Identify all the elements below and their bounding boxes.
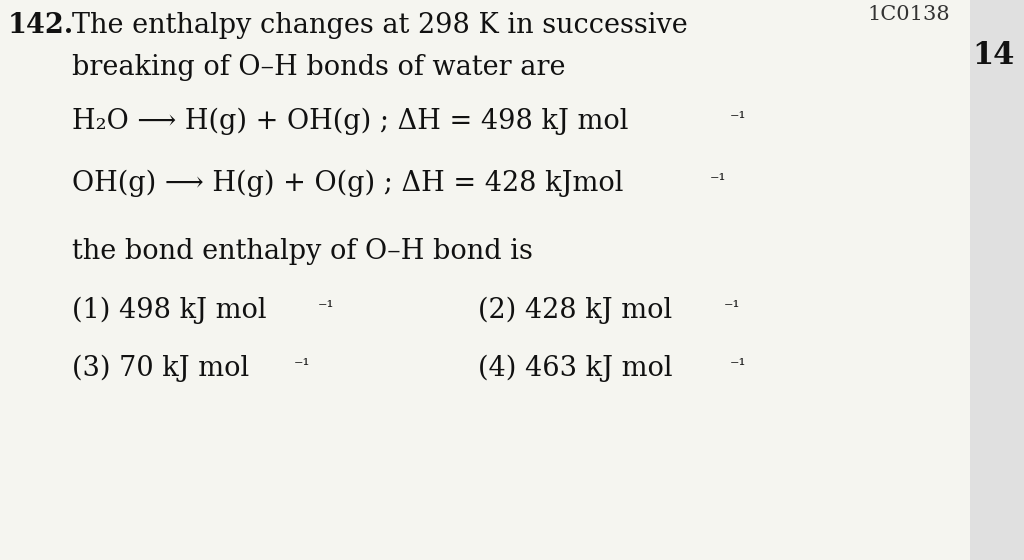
Text: (3) 70 kJ mol: (3) 70 kJ mol [72,355,249,382]
Text: 142.: 142. [8,12,75,39]
Text: ⁻¹: ⁻¹ [730,357,746,375]
Text: breaking of O–H bonds of water are: breaking of O–H bonds of water are [72,54,565,81]
Text: ⁻¹: ⁻¹ [724,299,740,317]
Text: OH(g) ⟶ H(g) + O(g) ; ΔH = 428 kJmol: OH(g) ⟶ H(g) + O(g) ; ΔH = 428 kJmol [72,170,624,197]
Text: (1) 498 kJ mol: (1) 498 kJ mol [72,297,266,324]
Text: (2) 428 kJ mol: (2) 428 kJ mol [478,297,672,324]
Text: The enthalpy changes at 298 K in successive: The enthalpy changes at 298 K in success… [72,12,688,39]
Text: ⁻¹: ⁻¹ [318,299,335,317]
Polygon shape [480,274,900,379]
Text: (4) 463 kJ mol: (4) 463 kJ mol [478,355,673,382]
Polygon shape [510,10,930,115]
Text: ⁻¹: ⁻¹ [730,110,746,128]
Polygon shape [510,397,930,502]
Bar [970,0,1024,560]
Text: H₂O ⟶ H(g) + OH(g) ; ΔH = 498 kJ mol: H₂O ⟶ H(g) + OH(g) ; ΔH = 498 kJ mol [72,108,629,136]
Text: ⁻¹: ⁻¹ [294,357,310,375]
Text: 14: 14 [972,40,1014,71]
Text: the bond enthalpy of O–H bond is: the bond enthalpy of O–H bond is [72,238,532,265]
Text: 1C0138: 1C0138 [867,5,950,24]
Polygon shape [540,133,961,238]
Text: ⁻¹: ⁻¹ [710,172,727,190]
